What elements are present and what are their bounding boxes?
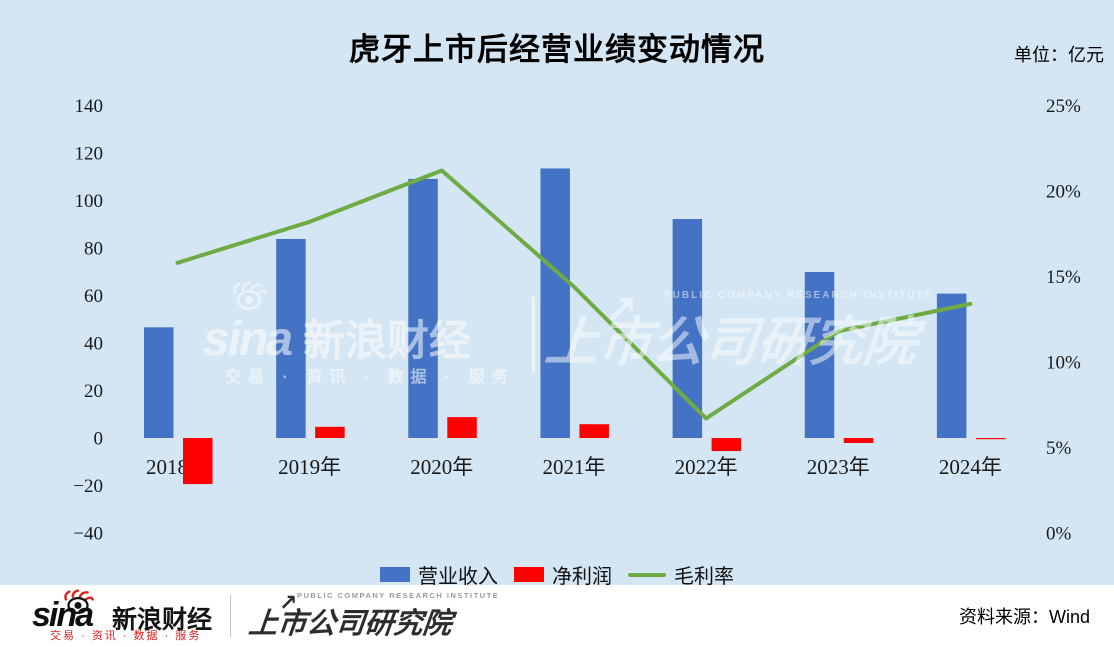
revenue-bar	[144, 327, 174, 438]
legend-label: 净利润	[552, 566, 612, 588]
sina-logo-cn: 新浪财经	[112, 606, 213, 634]
y-axis-tick-label: 40	[84, 334, 103, 355]
net-profit-bar	[711, 438, 742, 452]
legend-label: 营业收入	[418, 566, 498, 588]
x-axis-label: 2024年	[939, 455, 1002, 479]
footer-divider	[230, 595, 231, 637]
watermark-divider	[532, 297, 535, 373]
sina-finance-logo: sina 新浪财经 交易 · 资讯 · 数据 · 服务	[30, 588, 212, 644]
y2-axis-tick-label: 10%	[1046, 353, 1081, 374]
net-profit-bar	[447, 417, 477, 438]
y2-axis-tick-label: 25%	[1046, 96, 1081, 117]
gross-margin-line	[175, 168, 973, 421]
institute-logo-cn: 上市公司研究院	[247, 608, 454, 640]
legend-bar-swatch	[380, 567, 410, 582]
net-profit-bar	[315, 426, 345, 438]
chart-title: 虎牙上市后经营业绩变动情况	[349, 32, 765, 67]
y-axis-tick-label: 20	[84, 381, 103, 402]
footer-bar: sina 新浪财经 交易 · 资讯 · 数据 · 服务 PUBLIC COMPA…	[0, 585, 1114, 647]
chart-legend: 营业收入 净利润 毛利率	[0, 560, 1114, 589]
legend-bar-swatch	[514, 567, 544, 582]
y-axis-tick-label: 60	[84, 286, 103, 307]
legend-line-swatch	[628, 572, 666, 577]
revenue-bar	[936, 293, 967, 438]
x-axis-label: 2023年	[807, 455, 870, 479]
y-axis-tick-label: 140	[75, 96, 104, 117]
y2-axis-tick-label: 15%	[1046, 267, 1081, 288]
legend-label: 毛利率	[674, 566, 734, 588]
y2-axis-tick-label: 5%	[1046, 438, 1072, 459]
y2-axis-tick-label: 0%	[1046, 524, 1072, 545]
x-axis-label: 2019年	[278, 455, 341, 479]
sina-logo-tagline: 交易 · 资讯 · 数据 · 服务	[50, 630, 202, 642]
net-profit-bar	[975, 438, 1006, 440]
revenue-bar	[540, 168, 570, 438]
institute-logo-en: PUBLIC COMPANY RESEARCH INSTITUTE	[297, 591, 500, 600]
revenue-bar	[408, 178, 438, 438]
sina-logo-latin: sina	[32, 596, 94, 634]
net-profit-bar	[843, 438, 874, 443]
y-axis-tick-label: 80	[84, 239, 103, 260]
chart-plot: 140 120 100 80 60 40 20 0 −20 −40 25% 20% 15% 10% 5% 0%…	[73, 96, 1081, 545]
institute-logo: PUBLIC COMPANY RESEARCH INSTITUTE ↗ 上市公司…	[245, 588, 498, 644]
legend-item-gross-margin: 毛利率	[628, 560, 734, 589]
revenue-bar	[276, 238, 306, 438]
sina-eye-icon	[64, 589, 94, 614]
arrow-up-icon: ↗	[279, 590, 298, 615]
y-axis-tick-label: −20	[73, 476, 103, 497]
y2-axis-tick-label: 20%	[1046, 182, 1081, 203]
x-axis-label: 2021年	[542, 455, 605, 479]
data-source-label: 资料来源：Wind	[958, 607, 1090, 627]
revenue-bar	[804, 271, 835, 438]
revenue-bar	[672, 219, 703, 438]
x-axis-label: 2020年	[410, 455, 473, 479]
y-axis-tick-label: 120	[75, 144, 104, 165]
y-axis-tick-label: 0	[94, 429, 104, 450]
net-profit-bar	[579, 424, 609, 438]
legend-item-net-profit: 净利润	[514, 560, 612, 589]
net-profit-bar	[183, 438, 213, 485]
y-axis-tick-label: 100	[75, 191, 104, 212]
unit-label: 单位：亿元	[1014, 45, 1104, 65]
x-axis-label: 2022年	[675, 455, 738, 479]
legend-item-revenue: 营业收入	[380, 560, 498, 589]
y-axis-tick-label: −40	[73, 524, 103, 545]
